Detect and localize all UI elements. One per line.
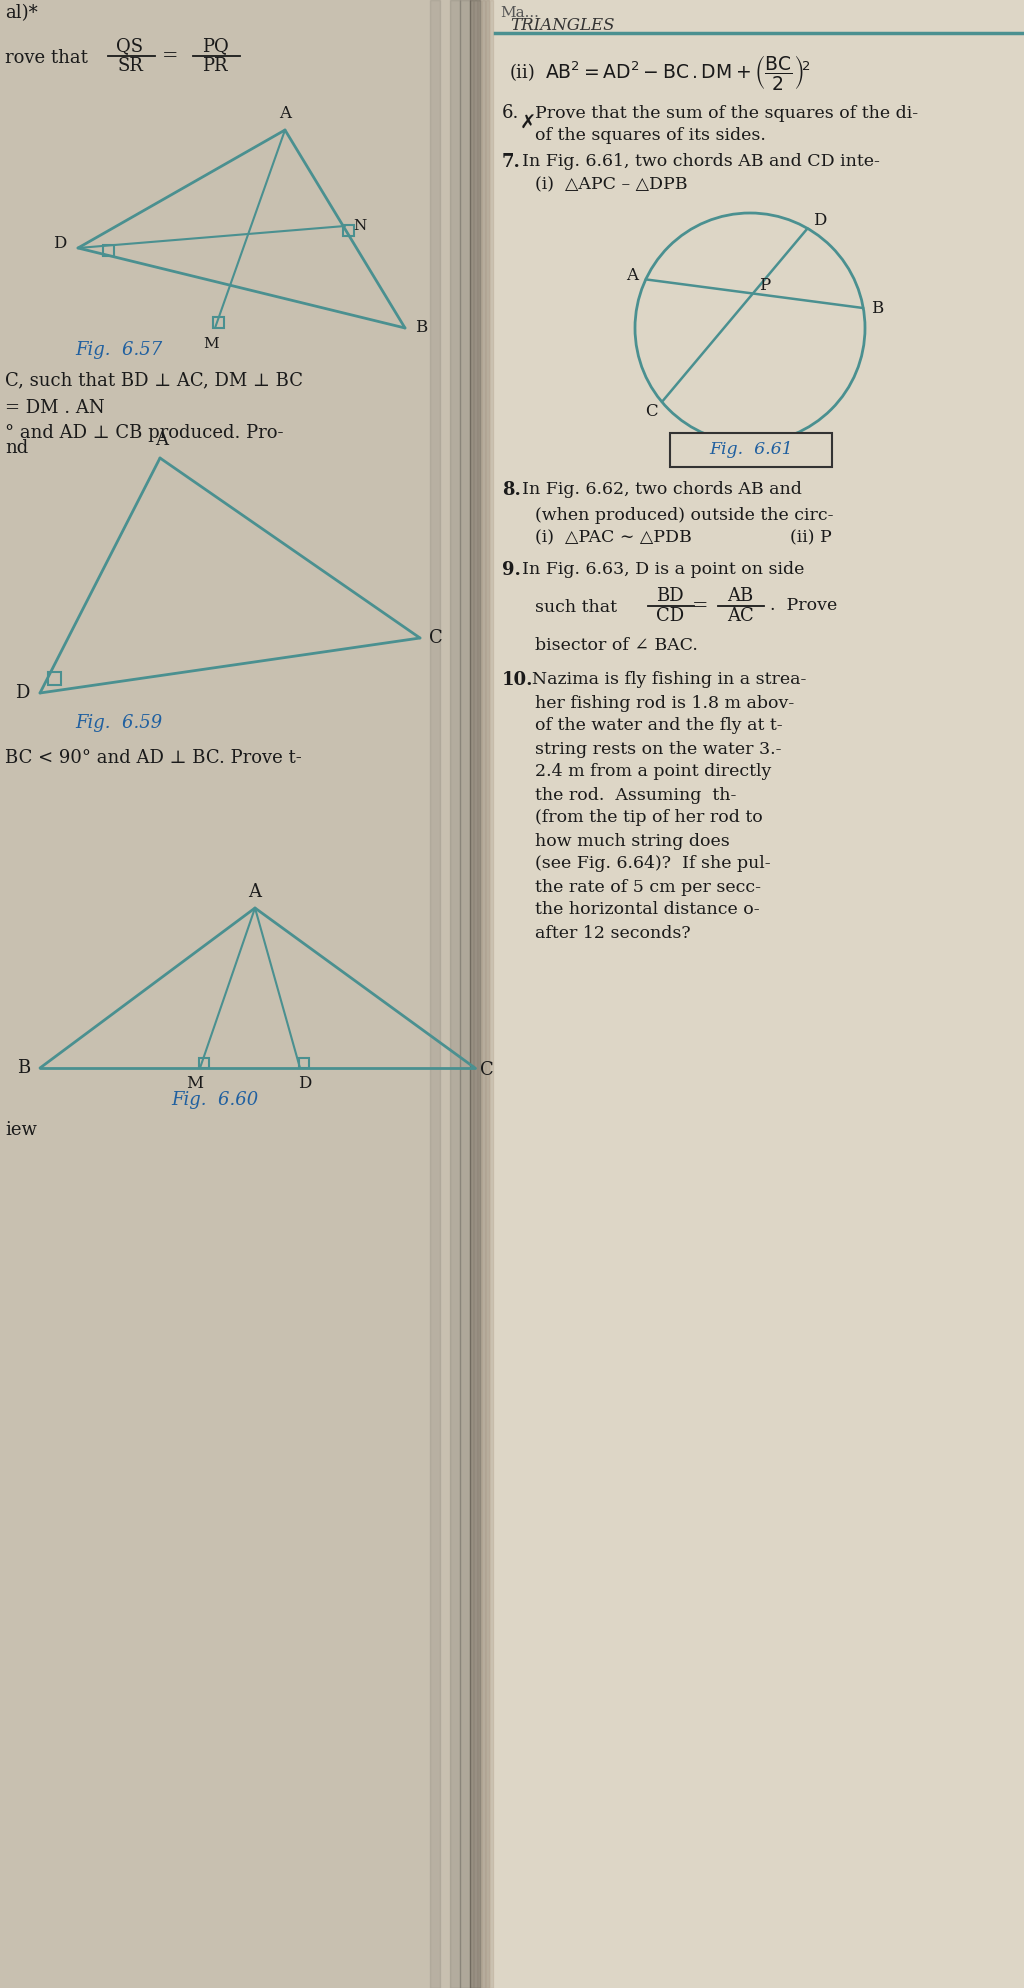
Text: 9.: 9. <box>502 561 521 579</box>
Text: A: A <box>249 883 261 901</box>
Text: TRIANGLES: TRIANGLES <box>510 18 614 34</box>
Text: how much string does: how much string does <box>535 833 730 849</box>
Text: C: C <box>480 1062 494 1079</box>
Text: =: = <box>162 48 178 66</box>
Bar <box>48 672 61 686</box>
Bar <box>470 0 473 1988</box>
Text: (from the tip of her rod to: (from the tip of her rod to <box>535 809 763 827</box>
Text: Ma...: Ma... <box>500 6 539 20</box>
Text: B: B <box>871 300 884 316</box>
Text: (ii) P: (ii) P <box>790 529 831 547</box>
Text: = DM . AN: = DM . AN <box>5 400 104 417</box>
Bar <box>450 0 460 1988</box>
Text: B: B <box>17 1060 31 1077</box>
Text: ° and AD ⊥ CB produced. Pro-: ° and AD ⊥ CB produced. Pro- <box>5 423 284 441</box>
Text: her fishing rod is 1.8 m abov-: her fishing rod is 1.8 m abov- <box>535 694 795 712</box>
Text: of the water and the fly at t-: of the water and the fly at t- <box>535 718 782 734</box>
Text: the rate of 5 cm per secc-: the rate of 5 cm per secc- <box>535 879 761 895</box>
Bar <box>478 0 481 1988</box>
Text: 7.: 7. <box>502 153 521 171</box>
Text: D: D <box>14 684 30 702</box>
Bar <box>486 0 489 1988</box>
Bar <box>199 1058 209 1068</box>
Text: C: C <box>645 404 658 419</box>
Text: .  Prove: . Prove <box>770 598 838 614</box>
Text: rove that: rove that <box>5 50 88 68</box>
FancyBboxPatch shape <box>670 433 831 467</box>
Text: Nazima is fly fishing in a strea-: Nazima is fly fishing in a strea- <box>532 672 806 688</box>
Bar <box>430 0 440 1988</box>
Text: CD: CD <box>656 606 684 624</box>
Text: AB: AB <box>727 586 753 604</box>
Text: D: D <box>298 1076 311 1093</box>
Text: string rests on the water 3.-: string rests on the water 3.- <box>535 740 781 757</box>
Text: =: = <box>692 596 709 614</box>
Text: 10.: 10. <box>502 672 534 690</box>
Text: Fig.  6.57: Fig. 6.57 <box>75 342 162 360</box>
Bar <box>474 0 477 1988</box>
Text: N: N <box>353 219 367 233</box>
Text: QS: QS <box>117 38 143 56</box>
Text: nd: nd <box>5 439 29 457</box>
Text: bisector of ∠ BAC.: bisector of ∠ BAC. <box>535 638 698 654</box>
Bar <box>103 245 114 256</box>
Text: In Fig. 6.61, two chords AB and CD inte-: In Fig. 6.61, two chords AB and CD inte- <box>522 153 880 171</box>
Text: (when produced) outside the circ-: (when produced) outside the circ- <box>535 507 834 523</box>
Text: (i)  △APC – △DPB: (i) △APC – △DPB <box>535 177 687 193</box>
Text: 8.: 8. <box>502 481 521 499</box>
Text: Fig.  6.59: Fig. 6.59 <box>75 714 162 732</box>
Text: the rod.  Assuming  th-: the rod. Assuming th- <box>535 787 736 803</box>
Text: BD: BD <box>656 586 684 604</box>
Text: (i)  △PAC ∼ △PDB: (i) △PAC ∼ △PDB <box>535 529 692 547</box>
Text: 6.: 6. <box>502 103 519 121</box>
Text: A: A <box>279 105 291 123</box>
Text: C, such that BD ⊥ AC, DM ⊥ BC: C, such that BD ⊥ AC, DM ⊥ BC <box>5 372 303 390</box>
Text: of the squares of its sides.: of the squares of its sides. <box>535 127 766 145</box>
Bar <box>213 316 224 328</box>
Text: BC < 90° and AD ⊥ BC. Prove t-: BC < 90° and AD ⊥ BC. Prove t- <box>5 749 302 767</box>
Text: the horizontal distance o-: the horizontal distance o- <box>535 901 760 918</box>
Bar <box>470 0 480 1988</box>
Bar <box>460 0 470 1988</box>
Text: Fig.  6.61: Fig. 6.61 <box>710 441 793 459</box>
Text: al)*: al)* <box>5 4 38 22</box>
Text: such that: such that <box>535 600 617 616</box>
Text: ✗: ✗ <box>520 113 537 133</box>
Text: D: D <box>813 213 826 229</box>
Text: D: D <box>53 235 67 252</box>
Text: 2.4 m from a point directly: 2.4 m from a point directly <box>535 763 771 781</box>
Text: Prove that the sum of the squares of the di-: Prove that the sum of the squares of the… <box>535 105 919 121</box>
Bar <box>490 0 493 1988</box>
Text: C: C <box>429 628 442 646</box>
Text: PR: PR <box>203 58 227 76</box>
Bar <box>490 0 1024 1988</box>
Text: Fig.  6.60: Fig. 6.60 <box>171 1091 259 1109</box>
Text: after 12 seconds?: after 12 seconds? <box>535 924 690 942</box>
Text: A: A <box>626 266 638 284</box>
Bar <box>482 0 485 1988</box>
Text: (see Fig. 6.64)?  If she pul-: (see Fig. 6.64)? If she pul- <box>535 855 771 873</box>
Text: AC: AC <box>727 606 754 624</box>
Text: B: B <box>415 320 427 336</box>
Text: A: A <box>156 431 169 449</box>
Text: M: M <box>203 338 219 352</box>
Text: In Fig. 6.63, D is a point on side: In Fig. 6.63, D is a point on side <box>522 561 805 579</box>
Bar <box>0 0 490 1988</box>
Text: M: M <box>186 1076 204 1093</box>
Text: SR: SR <box>117 58 143 76</box>
Text: iew: iew <box>5 1121 37 1139</box>
Bar <box>299 1058 309 1068</box>
Text: $\mathrm{AB}^2 = \mathrm{AD}^2 - \mathrm{BC\,.DM} + \left(\dfrac{\mathrm{BC}}{2}: $\mathrm{AB}^2 = \mathrm{AD}^2 - \mathrm… <box>545 54 811 93</box>
Text: (ii): (ii) <box>510 64 536 82</box>
Text: In Fig. 6.62, two chords AB and: In Fig. 6.62, two chords AB and <box>522 481 802 499</box>
Bar <box>343 225 354 237</box>
Text: P: P <box>759 276 770 294</box>
Text: PQ: PQ <box>202 38 228 56</box>
